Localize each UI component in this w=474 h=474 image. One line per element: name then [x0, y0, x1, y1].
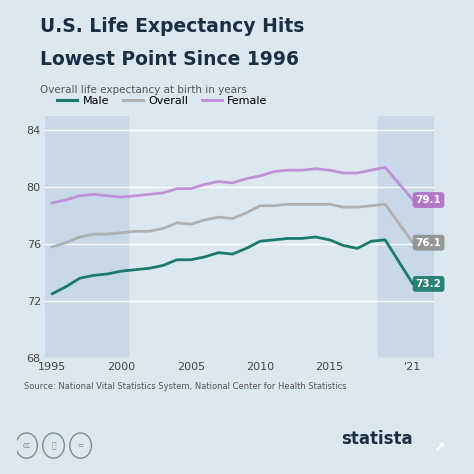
- Text: U.S. Life Expectancy Hits: U.S. Life Expectancy Hits: [40, 17, 305, 36]
- Text: ↗: ↗: [433, 441, 444, 455]
- Text: ⓘ: ⓘ: [51, 441, 56, 450]
- Text: statista: statista: [341, 430, 413, 448]
- Text: Lowest Point Since 1996: Lowest Point Since 1996: [40, 50, 299, 69]
- Text: 76.1: 76.1: [416, 237, 442, 248]
- Text: =: =: [77, 441, 84, 450]
- Bar: [45, 116, 128, 358]
- Text: Overall life expectancy at birth in years: Overall life expectancy at birth in year…: [40, 85, 247, 95]
- Text: Source: National Vital Statistics System, National Center for Health Statistics: Source: National Vital Statistics System…: [24, 382, 346, 391]
- Text: 73.2: 73.2: [416, 279, 442, 289]
- Bar: [378, 116, 434, 358]
- Text: cc: cc: [22, 441, 31, 450]
- Text: 79.1: 79.1: [416, 195, 441, 205]
- Legend: Male, Overall, Female: Male, Overall, Female: [53, 91, 272, 110]
